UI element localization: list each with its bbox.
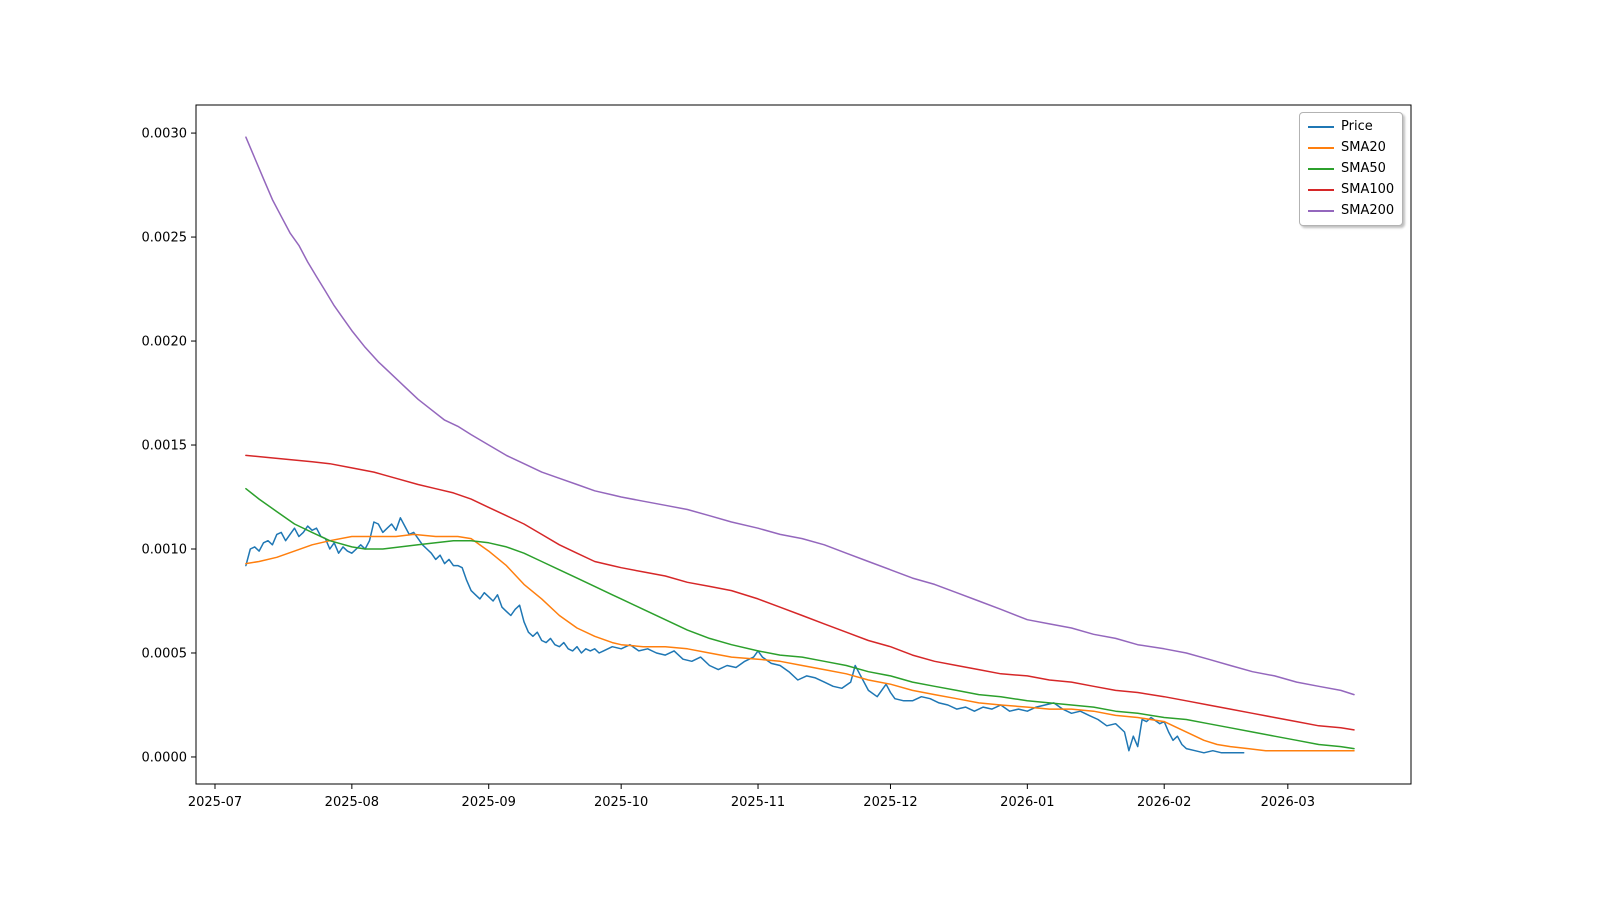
y-tick-label: 0.0030 xyxy=(142,127,188,142)
x-tick-label: 2025-09 xyxy=(462,795,516,810)
legend-label: SMA200 xyxy=(1341,203,1395,218)
y-tick-label: 0.0005 xyxy=(142,646,188,661)
series-line-sma100 xyxy=(245,454,1355,731)
y-tick-label: 0.0025 xyxy=(142,231,188,246)
x-tick-label: 2025-07 xyxy=(188,795,242,810)
axes-spines xyxy=(195,104,1412,785)
legend-line-sample xyxy=(1308,125,1334,128)
legend-label: Price xyxy=(1341,119,1373,134)
y-tick-label: 0.0010 xyxy=(142,543,188,558)
legend-item-price: Price xyxy=(1308,118,1394,135)
series-line-sma20 xyxy=(245,533,1355,752)
legend-line-sample xyxy=(1308,188,1334,191)
legend-item-sma200: SMA200 xyxy=(1308,202,1394,219)
x-tick-label: 2026-02 xyxy=(1137,795,1191,810)
legend-label: SMA20 xyxy=(1341,140,1386,155)
series-line-price xyxy=(245,517,1245,754)
legend-line-sample xyxy=(1308,146,1334,149)
series-line-sma50 xyxy=(245,487,1355,750)
x-tick-label: 2026-03 xyxy=(1261,795,1315,810)
y-tick-label: 0.0000 xyxy=(142,750,188,765)
y-tick-label: 0.0020 xyxy=(142,335,188,350)
legend-line-sample xyxy=(1308,209,1334,212)
legend-item-sma50: SMA50 xyxy=(1308,160,1394,177)
legend-label: SMA50 xyxy=(1341,161,1386,176)
legend-line-sample xyxy=(1308,167,1334,170)
x-tick-label: 2026-01 xyxy=(1000,795,1054,810)
x-tick-label: 2025-08 xyxy=(325,795,379,810)
x-tick-label: 2025-11 xyxy=(731,795,785,810)
x-tick-label: 2025-12 xyxy=(863,795,917,810)
legend-item-sma20: SMA20 xyxy=(1308,139,1394,156)
legend-item-sma100: SMA100 xyxy=(1308,181,1394,198)
series-line-sma200 xyxy=(245,136,1355,696)
x-tick-label: 2025-10 xyxy=(594,795,648,810)
legend-label: SMA100 xyxy=(1341,182,1395,197)
y-tick-label: 0.0015 xyxy=(142,439,188,454)
chart-legend: Price SMA20 SMA50 SMA100 SMA200 xyxy=(1299,112,1403,226)
